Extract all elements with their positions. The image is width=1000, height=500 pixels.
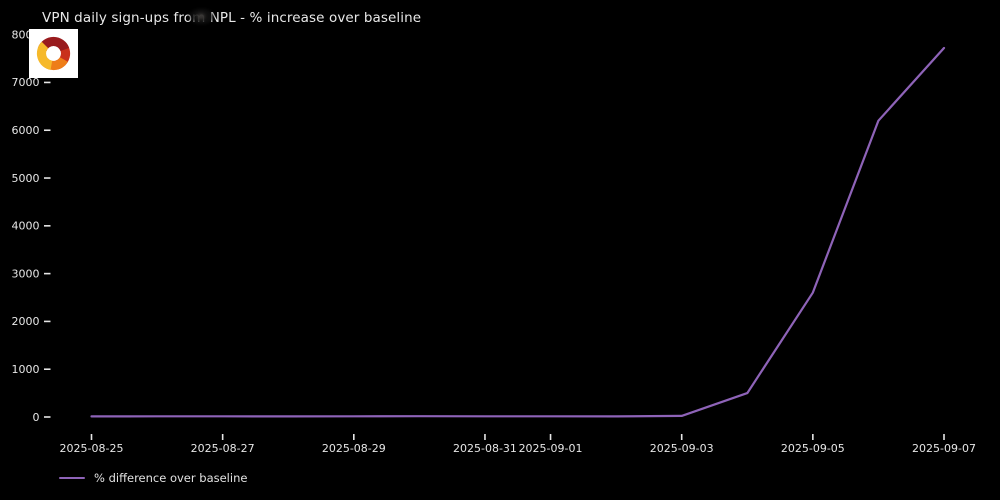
series-line [90,46,946,418]
y-axis-tick-label: 3000 [12,267,40,280]
x-axis-tick-label: 2025-08-27 [191,442,255,455]
y-axis-tick-label: 4000 [12,220,40,233]
y-axis-tick-label: 2000 [12,315,40,328]
orange-swirl-logo-icon [29,29,78,78]
x-axis-tick-label: 2025-09-03 [650,442,714,455]
y-axis-tick-label: 5000 [12,172,40,185]
smudge-artifact [188,8,215,25]
x-axis-tick-label: 2025-09-01 [519,442,583,455]
y-axis-tick-label: 7000 [12,76,40,89]
y-axis-tick-label: 0 [33,411,40,424]
x-axis-tick-label: 2025-09-05 [781,442,845,455]
legend-line-swatch [59,476,85,480]
legend-label: % difference over baseline [94,471,248,485]
chart-title: VPN daily sign-ups from NPL - % increase… [42,10,422,26]
x-axis-tick-label: 2025-08-31 [453,442,517,455]
x-axis-tick-label: 2025-09-07 [912,442,976,455]
x-axis-tick-label: 2025-08-25 [60,442,124,455]
y-axis-tick-label: 1000 [12,363,40,376]
y-axis-tick-label: 6000 [12,124,40,137]
x-axis-tick-label: 2025-08-29 [322,442,386,455]
brand-logo [29,29,78,78]
legend: % difference over baseline [59,471,247,485]
